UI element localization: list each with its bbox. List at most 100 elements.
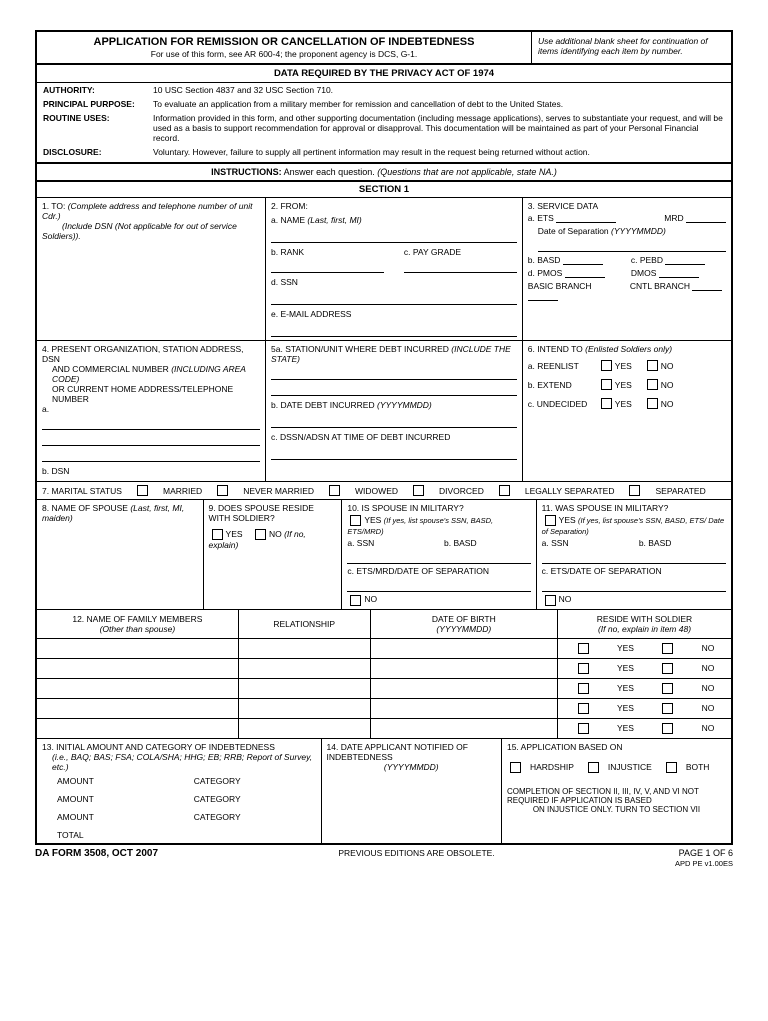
- cb-r5-y[interactable]: [578, 723, 589, 734]
- cb-r4-n[interactable]: [662, 703, 673, 714]
- input-rel-2[interactable]: [238, 659, 370, 679]
- cb-f9-yes[interactable]: [212, 529, 223, 540]
- f3-cb: CNTL BRANCH: [630, 281, 690, 291]
- f15-note1: COMPLETION OF SECTION II, III, IV, V, AN…: [507, 787, 726, 805]
- cb-r4-y[interactable]: [578, 703, 589, 714]
- f2-label: 2. FROM:: [271, 201, 308, 211]
- input-name-5[interactable]: [37, 719, 238, 739]
- cb-f11-yes[interactable]: [545, 515, 556, 526]
- f3-mrd: MRD: [664, 213, 683, 223]
- cb-extend-no[interactable]: [647, 379, 658, 390]
- input-ets[interactable]: [556, 213, 616, 223]
- purpose-label: PRINCIPAL PURPOSE:: [43, 99, 153, 109]
- cb-f11-no[interactable]: [545, 595, 556, 606]
- authority-text: 10 USC Section 4837 and 32 USC Section 7…: [153, 85, 725, 95]
- input-station2[interactable]: [271, 382, 517, 396]
- f5-a: 5a. STATION/UNIT WHERE DEBT INCURRED: [271, 344, 449, 354]
- input-name-3[interactable]: [37, 679, 238, 699]
- input-name-2[interactable]: [37, 659, 238, 679]
- input-pebd[interactable]: [665, 255, 705, 265]
- cb-undecided-yes[interactable]: [601, 398, 612, 409]
- cb-f10-yes[interactable]: [350, 515, 361, 526]
- cb-hardship[interactable]: [510, 762, 521, 773]
- f10-label: 10. IS SPOUSE IN MILITARY?: [347, 503, 530, 513]
- privacy-header: DATA REQUIRED BY THE PRIVACY ACT OF 1974: [37, 65, 731, 83]
- f13-tot: TOTAL: [57, 830, 316, 840]
- input-station1[interactable]: [271, 366, 517, 380]
- cb-r1-y[interactable]: [578, 643, 589, 654]
- input-dob-4[interactable]: [370, 699, 557, 719]
- f3-pebd: c. PEBD: [631, 255, 663, 265]
- cb-r1-n[interactable]: [662, 643, 673, 654]
- no2: NO: [661, 380, 674, 390]
- input-rel-3[interactable]: [238, 679, 370, 699]
- input-name[interactable]: [271, 229, 517, 243]
- continuation-note: Use additional blank sheet for continuat…: [531, 32, 731, 63]
- f15-b: BOTH: [686, 762, 710, 772]
- input-cb[interactable]: [692, 281, 722, 291]
- table-12: 12. NAME OF FAMILY MEMBERS(Other than sp…: [37, 610, 731, 739]
- input-mrd[interactable]: [686, 213, 726, 223]
- input-f11-c[interactable]: [542, 578, 726, 592]
- input-basd[interactable]: [563, 255, 603, 265]
- input-dob-2[interactable]: [370, 659, 557, 679]
- cb-f10-no[interactable]: [350, 595, 361, 606]
- input-name-4[interactable]: [37, 699, 238, 719]
- cb-sep[interactable]: [629, 485, 640, 496]
- instructions-label: INSTRUCTIONS:: [211, 167, 282, 177]
- input-paygrade[interactable]: [404, 259, 517, 273]
- cb-injustice[interactable]: [588, 762, 599, 773]
- input-f10-c[interactable]: [347, 578, 530, 592]
- row-8-11: 8. NAME OF SPOUSE (Last, first, MI, maid…: [37, 500, 731, 610]
- row-4-6: 4. PRESENT ORGANIZATION, STATION ADDRESS…: [37, 341, 731, 482]
- cb-both[interactable]: [666, 762, 677, 773]
- f7-o4: DIVORCED: [439, 486, 484, 496]
- cb-married[interactable]: [137, 485, 148, 496]
- input-email[interactable]: [271, 323, 517, 337]
- input-dmos[interactable]: [659, 268, 699, 278]
- input-name-1[interactable]: [37, 638, 238, 659]
- input-rank[interactable]: [271, 259, 384, 273]
- cb-reenlist-yes[interactable]: [601, 360, 612, 371]
- input-dob-3[interactable]: [370, 679, 557, 699]
- input-ssn[interactable]: [271, 291, 517, 305]
- input-debtdate[interactable]: [271, 414, 517, 428]
- input-bb[interactable]: [528, 291, 558, 301]
- f3-sep: Date of Separation: [538, 226, 609, 236]
- cb-r5-n[interactable]: [662, 723, 673, 734]
- cb-widowed[interactable]: [329, 485, 340, 496]
- f14-fmt: (YYYYMMDD): [327, 762, 496, 772]
- field-11: 11. WAS SPOUSE IN MILITARY? YES (If yes,…: [537, 500, 731, 609]
- f15-label: 15. APPLICATION BASED ON: [507, 742, 726, 752]
- f13-cat2: CATEGORY: [194, 794, 241, 804]
- input-f10-ab[interactable]: [347, 550, 530, 564]
- input-org3[interactable]: [42, 448, 260, 462]
- input-pmos[interactable]: [565, 268, 605, 278]
- f3-bb: BASIC BRANCH: [528, 281, 592, 291]
- f6-c: c. UNDECIDED: [528, 399, 598, 409]
- input-rel-4[interactable]: [238, 699, 370, 719]
- cb-extend-yes[interactable]: [601, 379, 612, 390]
- f3-ets: a. ETS: [528, 213, 554, 223]
- input-rel-1[interactable]: [238, 638, 370, 659]
- input-dob-1[interactable]: [370, 638, 557, 659]
- input-org2[interactable]: [42, 432, 260, 446]
- cb-reenlist-no[interactable]: [647, 360, 658, 371]
- cb-f9-no[interactable]: [255, 529, 266, 540]
- input-dssn[interactable]: [271, 446, 517, 460]
- input-sep[interactable]: [538, 238, 726, 252]
- f7-o3: WIDOWED: [355, 486, 398, 496]
- input-rel-5[interactable]: [238, 719, 370, 739]
- input-f11-ab[interactable]: [542, 550, 726, 564]
- cb-never[interactable]: [217, 485, 228, 496]
- cb-r3-n[interactable]: [662, 683, 673, 694]
- cb-legsep[interactable]: [499, 485, 510, 496]
- input-org1[interactable]: [42, 416, 260, 430]
- input-dob-5[interactable]: [370, 719, 557, 739]
- cb-r2-y[interactable]: [578, 663, 589, 674]
- cb-undecided-no[interactable]: [647, 398, 658, 409]
- f5-c: c. DSSN/ADSN AT TIME OF DEBT INCURRED: [271, 432, 450, 442]
- cb-r3-y[interactable]: [578, 683, 589, 694]
- cb-divorced[interactable]: [413, 485, 424, 496]
- cb-r2-n[interactable]: [662, 663, 673, 674]
